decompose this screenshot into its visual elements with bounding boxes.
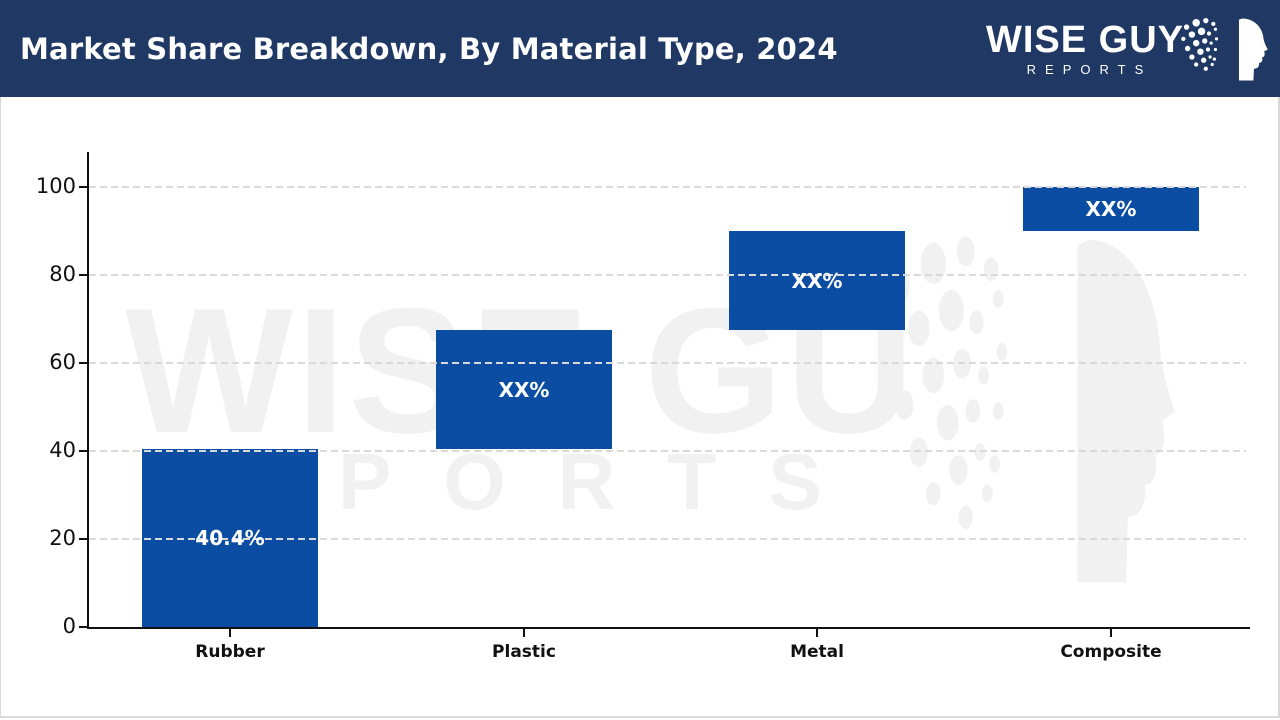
gridline-100 [89,186,1246,188]
y-tick-label: 0 [62,614,76,638]
x-category-label: Metal [790,642,844,662]
logo-wordmark: WISE GUY [985,18,1184,61]
y-axis [87,152,89,629]
logo-wordmark-block: WISE GUY REPORTS [986,21,1184,77]
bar-composite [1023,187,1199,231]
x-tick-mark [523,629,525,637]
right-border [1278,97,1280,718]
y-tick-mark [79,186,87,188]
bar-value-label: 40.4% [195,526,265,551]
header-bar: Market Share Breakdown, By Material Type… [0,0,1280,97]
x-category-label: Rubber [195,642,265,662]
brand-logo: WISE GUY REPORTS [986,8,1270,90]
x-tick-mark [1110,629,1112,637]
y-tick-label: 20 [49,526,76,550]
y-tick-mark [79,362,87,364]
x-category-label: Composite [1060,642,1162,662]
logo-face-icon [1181,17,1268,81]
bar-metal [729,231,905,331]
logo-reports-label: REPORTS [1026,61,1153,77]
y-tick-label: 60 [49,350,76,374]
gridline-60 [89,362,1246,364]
x-category-label: Plastic [492,642,556,662]
y-tick-label: 100 [35,174,76,198]
x-tick-mark [229,629,231,637]
x-axis [87,627,1250,629]
gridline-80 [89,274,1246,276]
left-border [0,97,1,718]
y-tick-mark [79,450,87,452]
watermark-face-icon [882,236,1175,583]
y-tick-mark [79,274,87,276]
bar-value-label: XX% [498,377,550,402]
bar-plastic [436,330,612,450]
gridline-40 [89,450,1246,452]
x-tick-mark [816,629,818,637]
y-tick-label: 40 [49,438,76,462]
bar-value-label: XX% [1085,197,1137,221]
watermark-text-line2: PORTS [338,437,874,526]
page-title: Market Share Breakdown, By Material Type… [20,31,838,66]
y-tick-label: 80 [49,262,76,286]
gridline-20 [89,538,1246,540]
y-tick-mark [79,538,87,540]
y-tick-mark [79,626,87,628]
bar-value-label: XX% [791,268,843,293]
bottom-border [0,716,1280,718]
